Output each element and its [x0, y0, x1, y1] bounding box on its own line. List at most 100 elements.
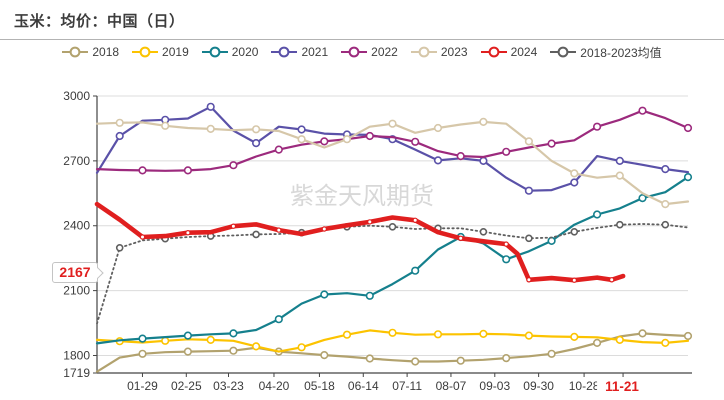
- y-tick-label: 2400: [63, 219, 90, 233]
- series-marker-y2019: [206, 335, 215, 345]
- series-marker-y2019: [479, 329, 488, 339]
- series-marker-y2022: [683, 123, 693, 133]
- series-marker-y2019: [524, 331, 534, 340]
- series-marker-y2021: [479, 156, 488, 165]
- series-line-y2022: [95, 109, 690, 172]
- series-marker-y2018: [502, 354, 511, 363]
- series-marker-y2024: [503, 241, 509, 247]
- series-marker-y2018: [320, 351, 329, 360]
- series-marker-mean: [115, 244, 124, 252]
- series-marker-y2022: [229, 161, 238, 170]
- series-marker-y2020: [592, 210, 602, 219]
- chart-legend: 2018 2019 2020 2021 2022 2023 2024 2018-2023均值: [0, 43, 724, 61]
- series-marker-y2020: [638, 194, 647, 203]
- watermark: 紫金天风期货: [290, 183, 434, 210]
- x-tick-label: 04-20: [259, 379, 290, 393]
- x-tick-label: 09-30: [523, 379, 554, 393]
- highlighted-x-label-backing: [597, 377, 650, 394]
- series-marker-y2019: [661, 338, 670, 348]
- y-tick-label: 3000: [63, 89, 90, 103]
- series-marker-y2024: [367, 219, 373, 225]
- series-marker-y2023: [115, 118, 124, 127]
- x-tick-label: 05-18: [304, 379, 335, 393]
- legend-item-y2023[interactable]: 2023: [410, 45, 468, 59]
- series-marker-y2022: [592, 122, 602, 131]
- series-marker-y2023: [342, 135, 352, 144]
- series-marker-y2020: [183, 331, 192, 340]
- series-marker-y2019: [161, 336, 170, 345]
- legend-item-y2018[interactable]: 2018: [62, 45, 119, 59]
- series-marker-y2022: [183, 166, 192, 175]
- series-marker-y2022: [411, 137, 420, 146]
- y-tick-label: 1800: [63, 348, 90, 362]
- legend-marker-icon: [62, 46, 89, 58]
- series-marker-y2021: [297, 125, 306, 134]
- legend-item-y2020[interactable]: 2020: [201, 45, 259, 59]
- legend-marker-icon: [341, 46, 368, 58]
- series-marker-y2024: [276, 227, 282, 233]
- legend-marker-icon: [271, 46, 298, 58]
- legend-label: 2024: [510, 45, 538, 59]
- legend-item-y2024[interactable]: 2024: [480, 45, 538, 59]
- series-marker-y2023: [161, 121, 170, 130]
- series-marker-y2020: [274, 315, 283, 324]
- series-marker-y2022: [456, 152, 465, 161]
- series-marker-y2021: [570, 178, 579, 187]
- series-marker-y2019: [388, 328, 397, 337]
- series-marker-y2020: [229, 329, 238, 338]
- series-marker-y2024: [571, 277, 578, 283]
- legend-label: 2018: [92, 45, 120, 59]
- legend-label: 2020: [231, 45, 259, 59]
- series-marker-y2020: [411, 266, 420, 275]
- x-tick-label: 09-03: [479, 379, 510, 393]
- series-marker-y2019: [570, 332, 579, 342]
- x-tick-label: 07-11: [392, 379, 422, 393]
- series-marker-y2023: [252, 125, 261, 134]
- y-tick-label: 2700: [63, 154, 90, 168]
- series-marker-y2024: [185, 229, 191, 236]
- series-marker-y2023: [388, 119, 397, 128]
- series-marker-y2020: [320, 290, 329, 299]
- legend-label: 2023: [440, 45, 468, 59]
- legend-label: 2018-2023均值: [580, 45, 662, 60]
- series-marker-y2021: [661, 165, 670, 174]
- legend-label: 2019: [162, 45, 189, 59]
- x-tick-label: 02-25: [171, 379, 202, 393]
- series-marker-y2018: [456, 356, 465, 365]
- series-marker-y2022: [274, 145, 283, 154]
- series-marker-y2023: [615, 171, 624, 180]
- series-marker-y2019: [342, 330, 352, 339]
- series-marker-y2018: [229, 346, 238, 355]
- series-marker-y2019: [615, 335, 624, 345]
- series-marker-y2023: [479, 117, 488, 126]
- series-marker-y2023: [206, 124, 215, 133]
- y-tick-label: 2100: [63, 284, 90, 298]
- legend-item-y2019[interactable]: 2019: [132, 45, 189, 59]
- series-marker-y2020: [365, 291, 374, 300]
- series-marker-mean: [661, 220, 670, 229]
- series-marker-y2024: [139, 234, 146, 240]
- legend-item-y2021[interactable]: 2021: [271, 45, 328, 59]
- series-marker-mean: [570, 228, 579, 236]
- series-marker-mean: [388, 223, 397, 231]
- series-marker-y2020: [138, 334, 147, 343]
- series-marker-y2019: [297, 343, 306, 352]
- legend-marker-icon: [550, 46, 577, 58]
- latest-value-tag: 2167: [52, 262, 98, 283]
- series-marker-y2023: [661, 200, 670, 209]
- legend-label: 2021: [301, 45, 329, 59]
- series-marker-y2024: [321, 226, 327, 232]
- series-marker-y2018: [183, 347, 192, 356]
- legend-item-mean[interactable]: 2018-2023均值: [550, 44, 662, 61]
- series-marker-y2020: [683, 173, 693, 182]
- x-tick-label: 03-23: [213, 379, 244, 393]
- series-line-y2020: [95, 176, 690, 345]
- y-tick-label: 1719: [63, 366, 90, 380]
- legend-item-y2022[interactable]: 2022: [341, 45, 398, 59]
- series-marker-y2022: [138, 166, 147, 175]
- series-marker-y2024: [526, 277, 532, 283]
- series-marker-y2020: [547, 236, 556, 245]
- series-marker-mean: [479, 228, 488, 236]
